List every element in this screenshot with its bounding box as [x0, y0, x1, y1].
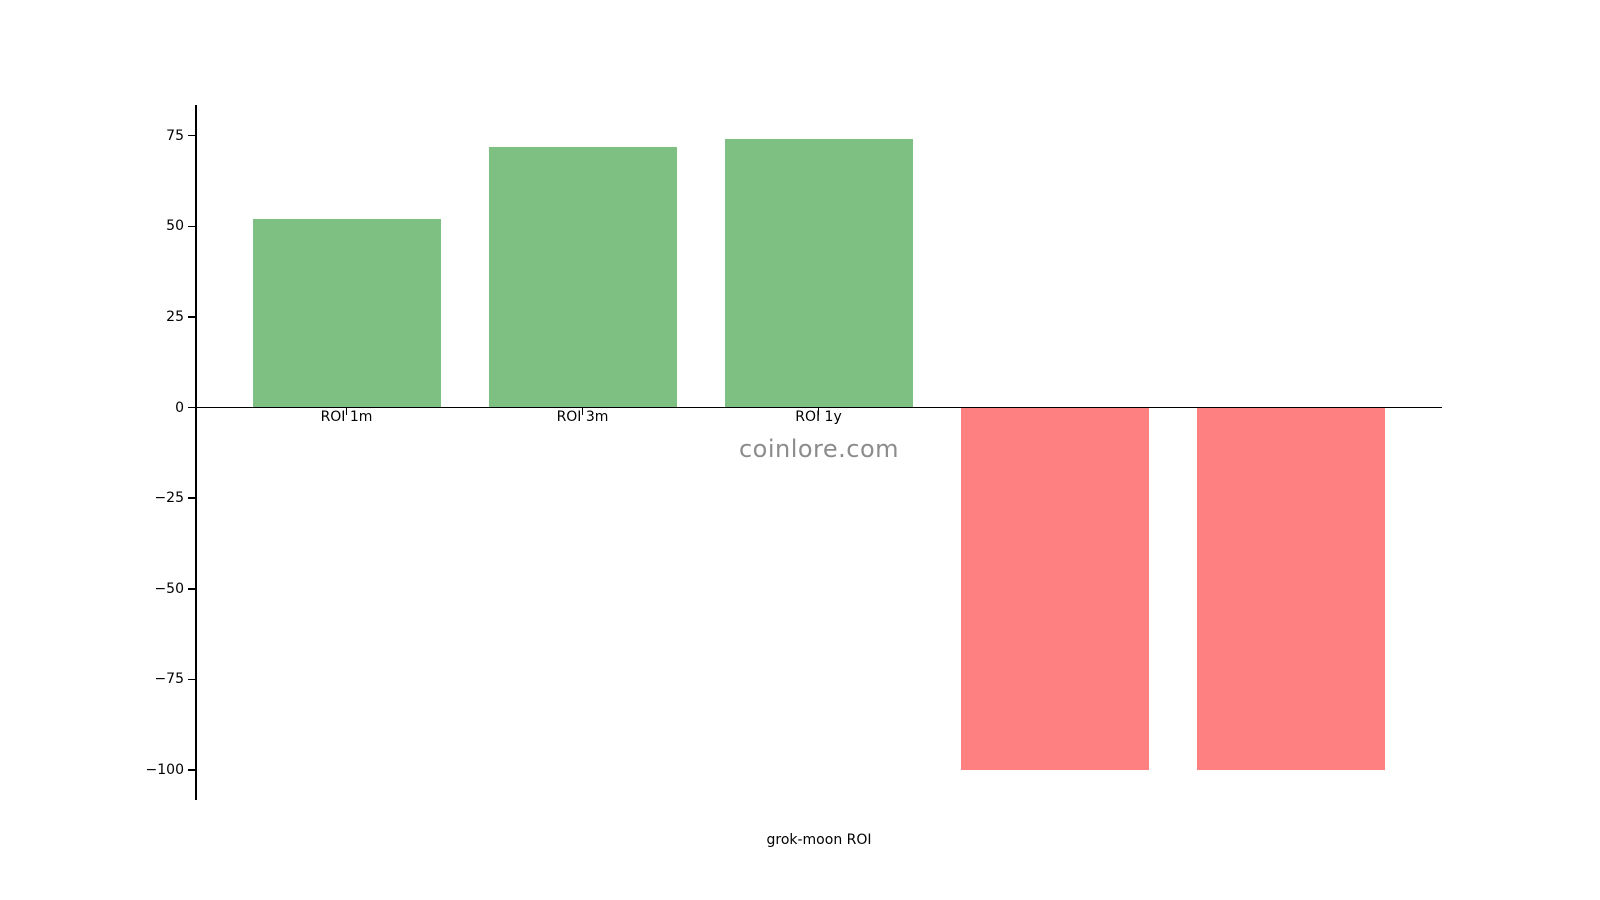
y-tick-label: −25	[154, 490, 184, 507]
x-tick-mark	[345, 407, 348, 415]
y-tick-label: 75	[166, 127, 184, 144]
x-tick-label: ROI 3m	[556, 408, 609, 425]
x-tick-label: ROI 1y	[795, 408, 842, 425]
y-tick-label: 50	[166, 218, 184, 235]
bar-unlabeled-4	[960, 407, 1149, 770]
bar-roi-3m	[488, 146, 677, 408]
bar-roi-1y	[724, 139, 913, 408]
y-tick-label: −50	[154, 580, 184, 597]
bar-roi-1m	[252, 219, 441, 408]
x-axis-zero-line	[196, 406, 1442, 409]
y-tick-mark	[188, 406, 196, 409]
x-tick-mark	[817, 407, 820, 415]
y-tick-mark	[188, 588, 196, 590]
y-tick-label: 25	[166, 308, 184, 325]
y-tick-mark	[188, 316, 196, 318]
y-tick-mark	[188, 134, 196, 137]
x-tick-mark	[581, 407, 584, 415]
bar-unlabeled-5	[1196, 407, 1385, 770]
chart-footer-title: grok-moon ROI	[766, 832, 872, 848]
x-tick-label: ROI 1m	[320, 408, 373, 425]
watermark-text: coinlore.com	[738, 435, 900, 463]
y-axis-spine	[195, 105, 197, 800]
y-tick-label: −75	[154, 671, 184, 688]
y-tick-mark	[188, 225, 196, 227]
y-tick-mark	[188, 769, 196, 771]
y-tick-mark	[188, 497, 196, 499]
y-tick-mark	[188, 678, 196, 681]
y-tick-label: 0	[175, 399, 184, 416]
y-tick-label: −100	[145, 762, 184, 778]
